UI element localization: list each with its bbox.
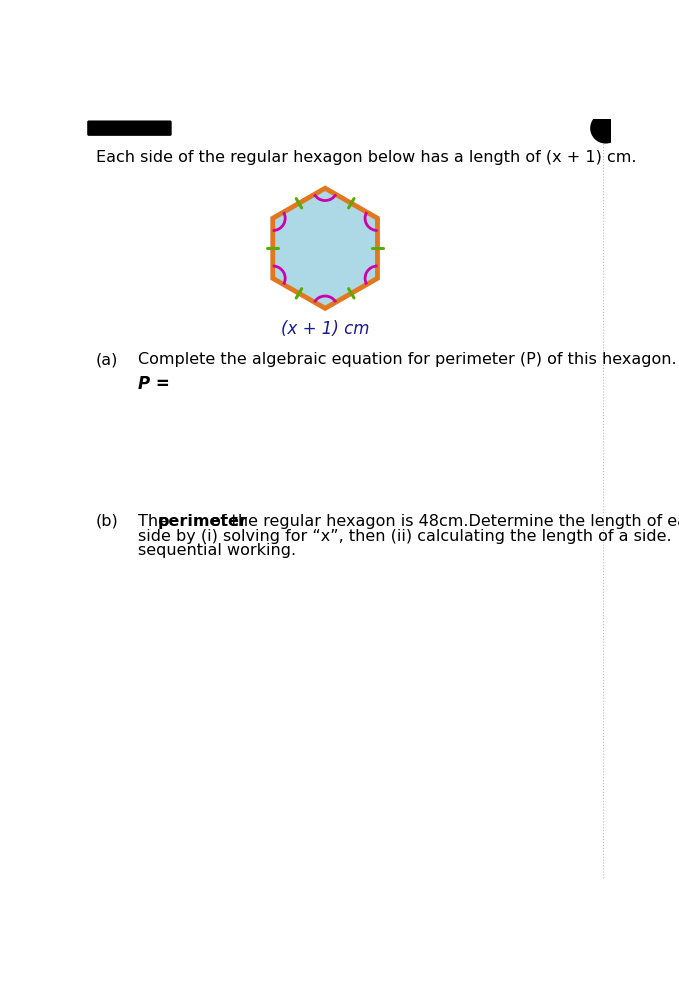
Text: P =: P =	[138, 376, 169, 393]
Text: Each side of the regular hexagon below has a length of (x + 1) cm.: Each side of the regular hexagon below h…	[96, 150, 636, 165]
Text: (b): (b)	[96, 514, 118, 529]
Text: sequential working.: sequential working.	[138, 543, 295, 558]
Polygon shape	[273, 188, 378, 308]
Text: of the regular hexagon is 48cm.​Determine the length of each: of the regular hexagon is 48cm.​Determin…	[206, 514, 679, 529]
Text: side by (i) solving for “x”, then (ii) calculating the length of a side.  Show f: side by (i) solving for “x”, then (ii) c…	[138, 528, 679, 543]
Text: Complete the algebraic equation for perimeter (P) of this hexagon.: Complete the algebraic equation for peri…	[138, 352, 676, 368]
FancyBboxPatch shape	[87, 121, 172, 136]
Text: (a): (a)	[96, 352, 118, 368]
Text: (x + 1) cm: (x + 1) cm	[281, 320, 369, 338]
Text: The: The	[138, 514, 172, 529]
Circle shape	[590, 113, 621, 144]
Text: perimeter: perimeter	[158, 514, 248, 529]
